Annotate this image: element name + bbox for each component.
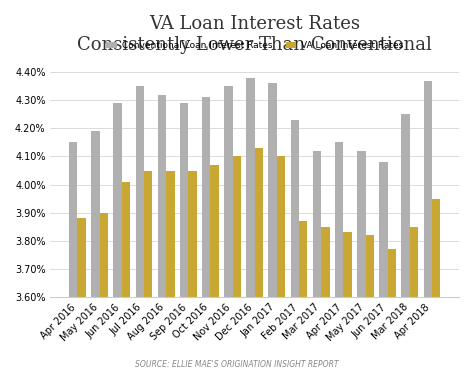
Bar [180,103,188,373]
Bar [224,86,233,373]
Title: VA Loan Interest Rates
Consistently Lower Than Conventional: VA Loan Interest Rates Consistently Lowe… [77,15,432,54]
Bar [401,114,410,373]
Bar [188,170,197,373]
Bar [379,162,388,373]
Bar [122,182,130,373]
Bar [291,120,299,373]
Bar [424,81,432,373]
Bar [277,157,285,373]
Bar [343,232,352,373]
Bar [166,170,174,373]
Bar [410,227,418,373]
Bar [313,151,321,373]
Bar [246,78,255,373]
Bar [136,86,144,373]
Bar [365,235,374,373]
Bar [77,218,86,373]
Bar [100,213,108,373]
Bar [91,131,100,373]
Bar [335,142,343,373]
Bar [158,95,166,373]
Bar [233,157,241,373]
Bar [144,170,152,373]
Bar [202,97,210,373]
Bar [69,142,77,373]
Bar [388,249,396,373]
Bar [268,84,277,373]
Bar [299,221,308,373]
Text: SOURCE: ELLIE MAE'S ORIGINATION INSIGHT REPORT: SOURCE: ELLIE MAE'S ORIGINATION INSIGHT … [135,360,339,369]
Bar [357,151,365,373]
Bar [321,227,329,373]
Bar [255,148,263,373]
Bar [432,199,440,373]
Bar [210,165,219,373]
Bar [113,103,122,373]
Legend: Conventional Loan Interest Rates, VA Loan Interest Rates: Conventional Loan Interest Rates, VA Loa… [103,38,407,54]
